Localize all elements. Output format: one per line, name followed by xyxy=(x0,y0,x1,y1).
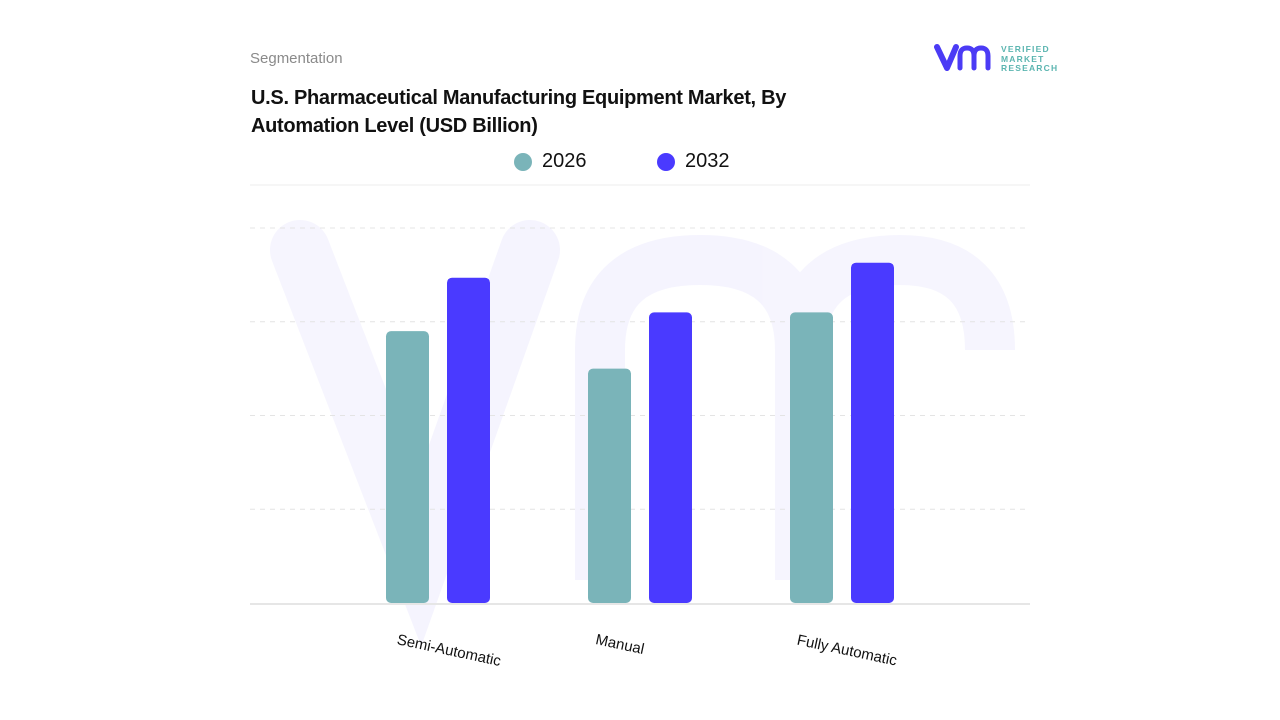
chart-title: U.S. Pharmaceutical Manufacturing Equipm… xyxy=(251,87,787,137)
x-tick-label: Semi-Automatic xyxy=(395,631,503,670)
legend-item-2032: 2032 xyxy=(657,150,730,173)
vmr-logo: VERIFIED MARKET RESEARCH xyxy=(934,42,1064,78)
legend: 2026 2032 xyxy=(0,150,1280,174)
logo-text: VERIFIED MARKET RESEARCH xyxy=(1001,44,1059,73)
x-tick-label: Manual xyxy=(594,631,646,658)
legend-swatch-2032 xyxy=(657,152,675,171)
legend-item-2026: 2026 xyxy=(514,150,587,173)
bar-2032-fully-automatic xyxy=(851,262,894,603)
bar-2032-semi-automatic xyxy=(447,277,490,603)
segmentation-label: Segmentation xyxy=(250,50,343,67)
vmr-logo-mark xyxy=(934,44,991,71)
bar-2026-manual xyxy=(588,368,631,603)
legend-label: 2026 xyxy=(542,150,587,172)
bar-2026-semi-automatic xyxy=(386,331,429,603)
bar-2032-manual xyxy=(649,312,692,603)
legend-swatch-2026 xyxy=(514,152,532,171)
x-tick-label: Fully Automatic xyxy=(795,632,899,670)
legend-label: 2032 xyxy=(685,150,730,172)
bar-2026-fully-automatic xyxy=(790,312,833,603)
